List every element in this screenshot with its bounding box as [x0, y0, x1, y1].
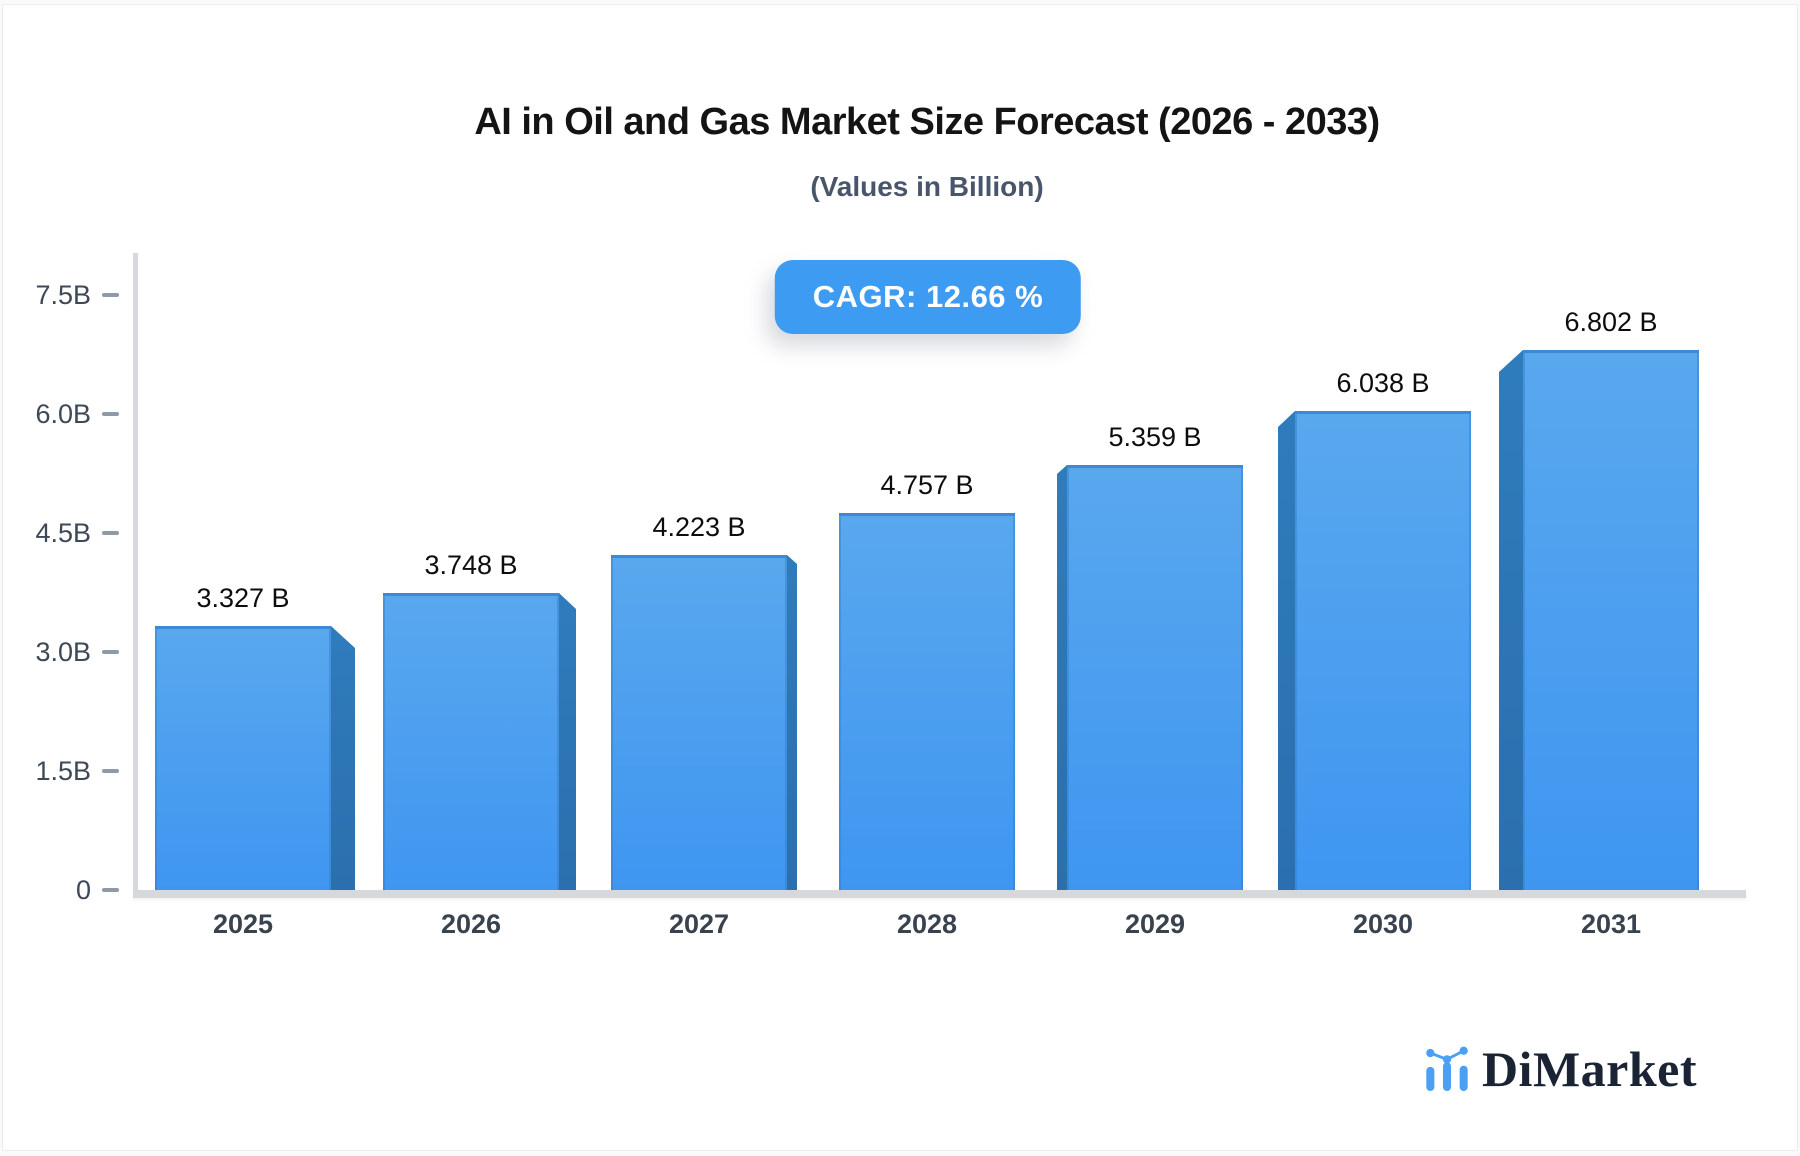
y-tick-mark [102, 293, 119, 297]
y-tick-mark [102, 531, 119, 535]
y-tick-mark [102, 888, 119, 892]
cagr-badge: CAGR: 12.66 % [774, 260, 1082, 334]
bar-value-label-2025: 3.327 B [196, 583, 290, 613]
y-axis-line [133, 253, 138, 898]
y-tick-mark [102, 650, 119, 654]
bar-2028 [839, 513, 1015, 890]
x-axis-label-2028: 2028 [896, 909, 958, 939]
y-tick-mark [102, 769, 119, 773]
bar-2030-side-face [1278, 411, 1295, 890]
bar-2029 [1067, 465, 1243, 890]
x-axis-label-2031: 2031 [1580, 909, 1642, 939]
bar-value-label-2027: 4.223 B [652, 512, 746, 542]
chart-title: AI in Oil and Gas Market Size Forecast (… [474, 101, 1380, 143]
y-tick-mark [102, 412, 119, 416]
bar-2030 [1295, 411, 1471, 890]
y-tick-label: 0 [75, 875, 91, 905]
y-tick-label: 1.5B [35, 756, 91, 786]
bar-2026-side-face [559, 593, 576, 890]
chart-subtitle: (Values in Billion) [810, 171, 1044, 202]
y-tick-label: 6.0B [35, 399, 91, 429]
y-tick-label: 7.5B [35, 280, 91, 310]
bar-value-label-2030: 6.038 B [1336, 368, 1430, 398]
x-axis-label-2026: 2026 [440, 909, 502, 939]
x-axis-baseline [133, 890, 1746, 898]
bar-2031 [1523, 350, 1699, 890]
x-axis-label-2030: 2030 [1352, 909, 1414, 939]
bar-2026 [383, 593, 559, 890]
bar-2029-side-face [1057, 465, 1067, 890]
bar-2027-side-face [787, 555, 797, 890]
mini-bar-chart-logo-icon [1426, 1046, 1468, 1091]
x-axis-label-2029: 2029 [1124, 909, 1186, 939]
brand-logo-text: DiMarket [1481, 1041, 1697, 1097]
bar-2025 [155, 626, 331, 890]
brand-logo: DiMarket [1424, 1041, 1697, 1097]
y-tick-label: 3.0B [35, 637, 91, 667]
chart-card: AI in Oil and Gas Market Size Forecast (… [2, 4, 1798, 1151]
x-axis-label-2027: 2027 [668, 909, 730, 939]
bar-value-label-2028: 4.757 B [880, 470, 974, 500]
bar-value-label-2026: 3.748 B [424, 550, 518, 580]
bar-2025-side-face [331, 626, 355, 890]
x-axis-label-2025: 2025 [212, 909, 274, 939]
bar-2031-side-face [1499, 350, 1523, 890]
bar-value-label-2031: 6.802 B [1564, 307, 1658, 337]
bar-value-label-2029: 5.359 B [1108, 422, 1202, 452]
y-tick-label: 4.5B [35, 518, 91, 548]
bar-2027 [611, 555, 787, 890]
